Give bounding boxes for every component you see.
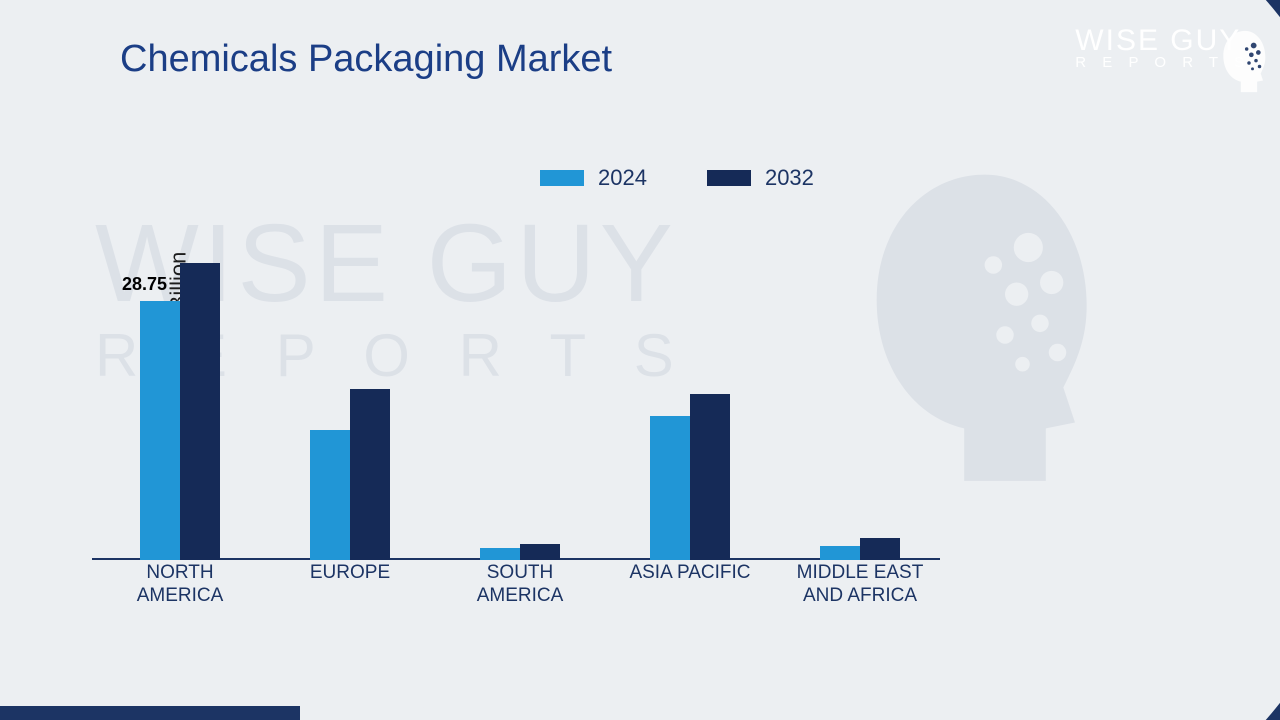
bar-group [630, 394, 750, 561]
legend-item-2032: 2032 [707, 165, 814, 191]
bar-value-label: 28.75 [122, 274, 167, 295]
chart-canvas: WISE GUY R E P O R T S Chemicals Packagi… [0, 0, 1280, 720]
legend-label-2024: 2024 [598, 165, 647, 191]
brand-head-icon [1212, 28, 1272, 98]
bar-series-a [140, 301, 180, 560]
legend: 2024 2032 [540, 165, 814, 191]
legend-swatch-2024 [540, 170, 584, 186]
y-tick [92, 558, 102, 560]
legend-label-2032: 2032 [765, 165, 814, 191]
bar-series-a [820, 546, 860, 560]
legend-swatch-2032 [707, 170, 751, 186]
bar-series-a [310, 430, 350, 561]
footer-accent-bar [0, 706, 300, 720]
bar-series-a [650, 416, 690, 560]
x-axis-label: SOUTH AMERICA [455, 562, 585, 608]
x-axis-label: MIDDLE EAST AND AFRICA [795, 562, 925, 608]
bar-group [460, 544, 580, 560]
legend-item-2024: 2024 [540, 165, 647, 191]
bar-series-b [860, 538, 900, 560]
bar-group [120, 263, 240, 560]
x-axis-label: ASIA PACIFIC [625, 562, 755, 585]
x-axis-labels: NORTH AMERICA EUROPE SOUTH AMERICA ASIA PAC… [100, 562, 940, 682]
bar-group [290, 389, 410, 560]
bar-series-b [350, 389, 390, 560]
bar-series-b [180, 263, 220, 560]
bar-series-b [520, 544, 560, 560]
x-axis-label: EUROPE [285, 562, 415, 585]
bar-series-a [480, 548, 520, 560]
x-axis-label: NORTH AMERICA [115, 562, 245, 608]
plot-area: 28.75 [100, 200, 940, 560]
bar-series-b [690, 394, 730, 561]
chart-title: Chemicals Packaging Market [120, 38, 612, 81]
bar-group [800, 538, 920, 560]
